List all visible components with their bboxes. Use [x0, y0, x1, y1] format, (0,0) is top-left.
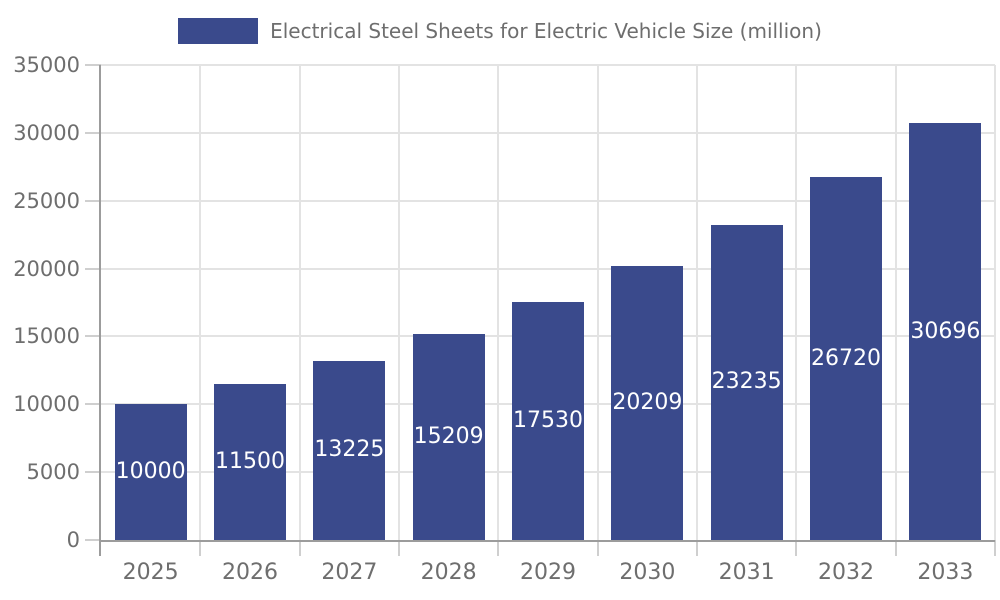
- y-axis-tick: [85, 403, 101, 406]
- bar-value-label: 11500: [215, 448, 285, 474]
- bar-value-label: 20209: [612, 389, 683, 415]
- x-tick-label-2032: 2032: [818, 560, 874, 585]
- bar-2028[interactable]: 15209: [412, 333, 485, 540]
- y-tick-label: 35000: [13, 53, 80, 77]
- legend[interactable]: Electrical Steel Sheets for Electric Veh…: [0, 18, 1000, 44]
- bar-2033[interactable]: 30696: [909, 123, 982, 540]
- y-axis-line: [99, 65, 101, 556]
- bar-2027[interactable]: 13225: [313, 360, 386, 540]
- y-tick-label: 30000: [13, 120, 80, 145]
- bar-value-label: 23235: [711, 369, 782, 395]
- x-tick-label-2026: 2026: [222, 560, 278, 585]
- bar-value-label: 13225: [314, 437, 385, 463]
- x-axis-tick: [696, 540, 698, 556]
- bar-2032[interactable]: 26720: [810, 177, 882, 540]
- x-gridline: [696, 65, 698, 540]
- bar-2029[interactable]: 17530: [512, 302, 584, 540]
- y-tick-label: 10000: [13, 392, 80, 417]
- y-tick-label: 15000: [13, 324, 80, 349]
- x-tick-label-2028: 2028: [420, 560, 477, 585]
- x-gridline: [894, 65, 897, 540]
- x-axis-tick: [298, 540, 301, 556]
- x-axis-tick: [795, 540, 798, 556]
- x-axis-tick: [199, 540, 202, 556]
- bar-value-label: 15209: [413, 423, 484, 449]
- x-tick-label-2030: 2030: [619, 560, 676, 585]
- y-axis-tick: [85, 539, 101, 541]
- legend-label: Electrical Steel Sheets for Electric Veh…: [270, 19, 822, 43]
- x-axis-tick: [994, 540, 996, 556]
- x-tick-label-2027: 2027: [321, 560, 378, 585]
- x-gridline: [298, 65, 301, 540]
- x-tick-label-2025: 2025: [122, 560, 179, 585]
- x-gridline: [199, 65, 202, 540]
- x-axis-tick: [497, 540, 500, 556]
- y-gridline: [101, 64, 995, 66]
- x-axis-tick: [596, 540, 599, 556]
- y-axis-tick: [85, 335, 101, 338]
- bar-value-label: 10000: [115, 459, 186, 485]
- x-tick-label-2029: 2029: [520, 560, 576, 585]
- y-axis-tick: [85, 64, 101, 66]
- y-gridline: [101, 199, 995, 202]
- x-tick-label-2031: 2031: [718, 560, 775, 585]
- y-axis-tick: [85, 199, 101, 202]
- x-axis-tick: [894, 540, 897, 556]
- bar-value-label: 17530: [513, 408, 583, 434]
- bar-2026[interactable]: 11500: [214, 383, 286, 540]
- y-tick-label: 0: [66, 528, 80, 552]
- bar-2025[interactable]: 10000: [114, 404, 187, 540]
- y-axis-tick: [85, 131, 101, 134]
- bar-2031[interactable]: 23235: [710, 224, 783, 540]
- x-gridline: [994, 65, 996, 540]
- legend-swatch[interactable]: [178, 18, 259, 44]
- x-axis-line: [101, 540, 995, 542]
- x-tick-label-2033: 2033: [917, 560, 974, 585]
- bar-value-label: 30696: [910, 318, 981, 344]
- y-tick-label: 25000: [13, 188, 80, 213]
- y-tick-label: 5000: [26, 460, 80, 485]
- y-tick-label: 20000: [13, 256, 80, 281]
- y-gridline: [101, 131, 995, 134]
- y-gridline: [101, 267, 995, 270]
- x-gridline: [795, 65, 798, 540]
- x-gridline: [596, 65, 599, 540]
- y-axis-tick: [85, 267, 101, 270]
- bar-2030[interactable]: 20209: [611, 265, 684, 540]
- y-axis-tick: [85, 471, 101, 474]
- bar-value-label: 26720: [811, 345, 881, 371]
- x-gridline: [398, 65, 400, 540]
- x-axis-tick: [398, 540, 400, 556]
- x-gridline: [497, 65, 500, 540]
